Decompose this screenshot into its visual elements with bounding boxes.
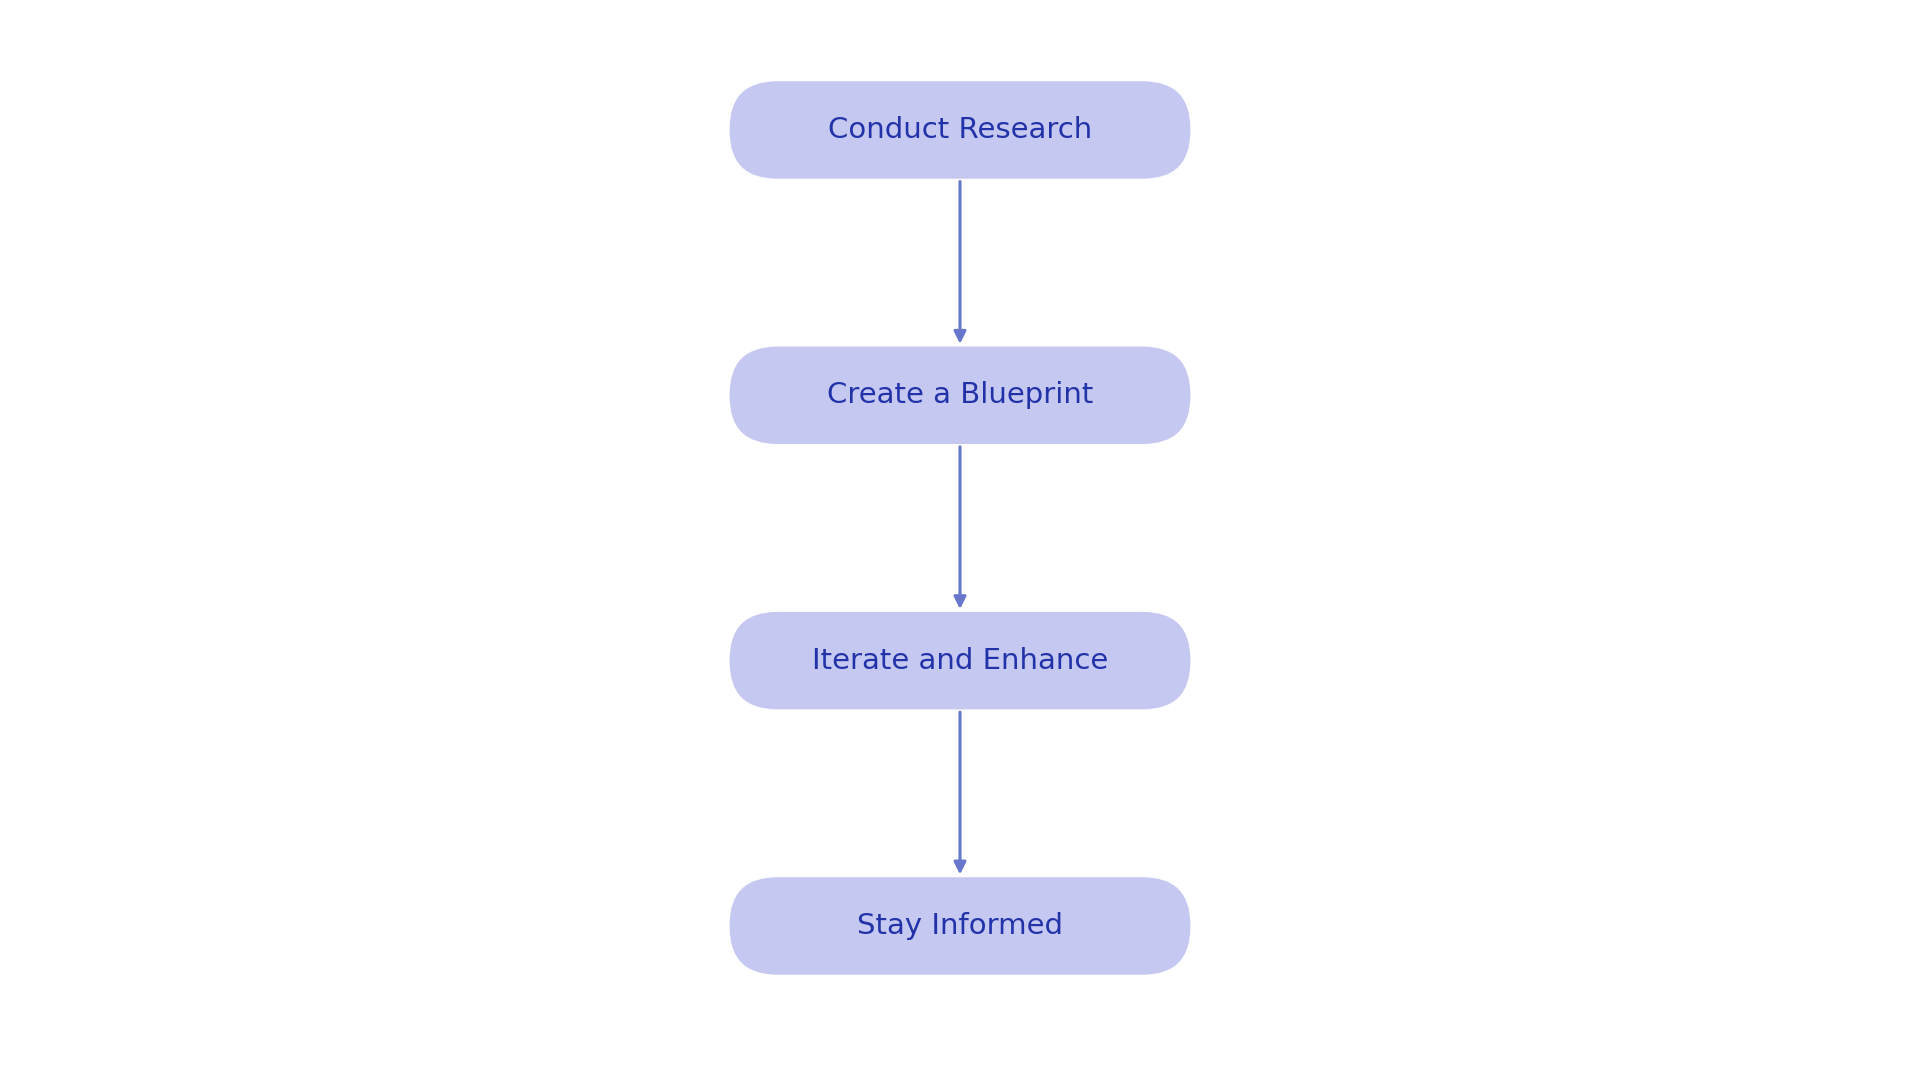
FancyBboxPatch shape <box>730 81 1190 179</box>
Text: Conduct Research: Conduct Research <box>828 116 1092 144</box>
FancyBboxPatch shape <box>730 877 1190 975</box>
Text: Create a Blueprint: Create a Blueprint <box>828 381 1092 409</box>
Text: Stay Informed: Stay Informed <box>856 912 1064 940</box>
FancyBboxPatch shape <box>730 347 1190 444</box>
Text: Iterate and Enhance: Iterate and Enhance <box>812 647 1108 675</box>
FancyBboxPatch shape <box>730 612 1190 709</box>
